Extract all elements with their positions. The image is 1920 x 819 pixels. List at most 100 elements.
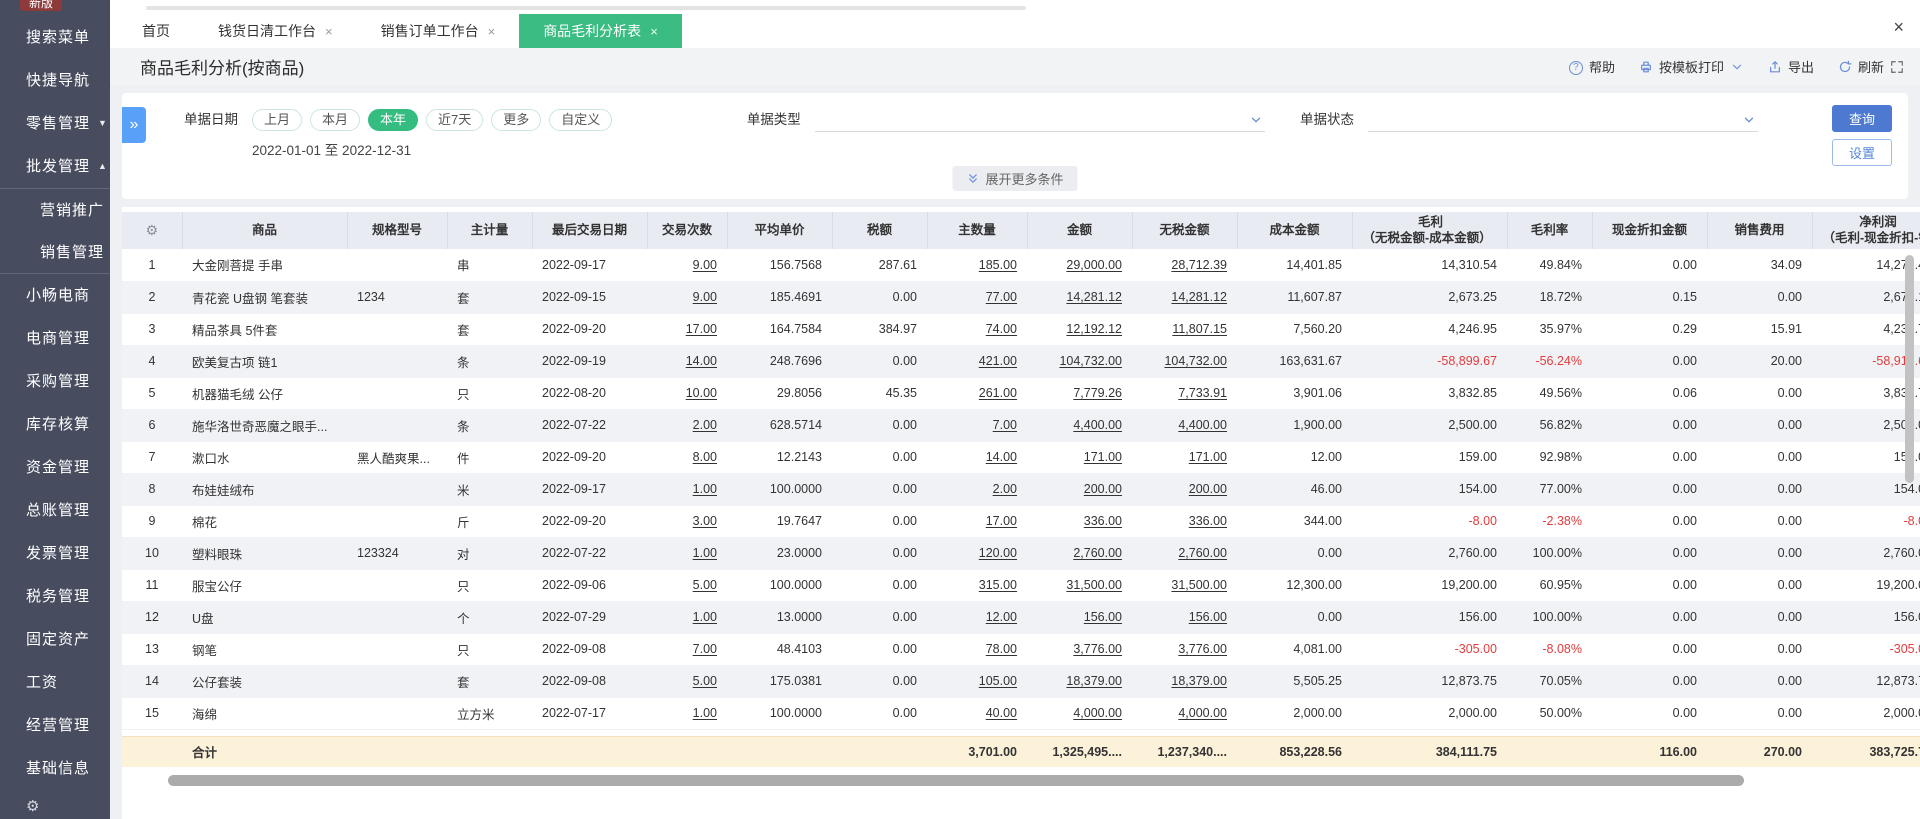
drilldown-link[interactable]: 315.00 [978, 578, 1017, 592]
expand-more-conditions-button[interactable]: 展开更多条件 [952, 166, 1078, 191]
drilldown-link[interactable]: 104,732.00 [1059, 354, 1122, 368]
collapse-filter-button[interactable]: » [122, 107, 146, 143]
drilldown-link[interactable]: 156.00 [1188, 610, 1227, 624]
sidebar-item-4[interactable]: 批发管理 ▲ [0, 145, 110, 188]
drilldown-link[interactable]: 3,776.00 [1178, 642, 1227, 656]
drilldown-link[interactable]: 7.00 [692, 642, 717, 656]
drilldown-link[interactable]: 77.00 [985, 290, 1017, 304]
drilldown-link[interactable]: 336.00 [1188, 514, 1227, 528]
type-select[interactable] [814, 108, 1265, 132]
tab-close-icon[interactable]: × [650, 23, 658, 39]
drilldown-link[interactable]: 7,733.91 [1178, 386, 1227, 400]
drilldown-link[interactable]: 7.00 [992, 418, 1017, 432]
drilldown-link[interactable]: 421.00 [978, 354, 1017, 368]
drilldown-link[interactable]: 200.00 [1083, 482, 1122, 496]
date-pill[interactable]: 近7天 [426, 109, 484, 131]
date-range-value[interactable]: 2022-01-01 至 2022-12-31 [252, 143, 412, 158]
fullscreen-icon[interactable] [1890, 60, 1904, 74]
refresh-button[interactable]: 刷新 [1838, 57, 1884, 76]
tab-close-icon[interactable]: × [325, 23, 333, 39]
drilldown-link[interactable]: 336.00 [1083, 514, 1122, 528]
drilldown-link[interactable]: 2.00 [992, 482, 1017, 496]
drilldown-link[interactable]: 4,000.00 [1178, 706, 1227, 720]
drilldown-link[interactable]: 261.00 [978, 386, 1017, 400]
drilldown-link[interactable]: 171.00 [1188, 450, 1227, 464]
sidebar-gear-icon[interactable]: ⚙ [26, 798, 40, 815]
vertical-scrollbar[interactable] [1905, 255, 1914, 483]
drilldown-link[interactable]: 14,281.12 [1171, 290, 1227, 304]
sidebar-item-7[interactable]: 小畅电商 [0, 274, 110, 317]
close-icon[interactable]: × [1893, 17, 1904, 37]
sidebar-item-10[interactable]: 库存核算 [0, 403, 110, 446]
drilldown-link[interactable]: 78.00 [985, 642, 1017, 656]
drilldown-link[interactable]: 5.00 [692, 578, 717, 592]
sidebar-item-11[interactable]: 资金管理 [0, 446, 110, 489]
tab-close-icon[interactable]: × [487, 23, 496, 39]
date-pill[interactable]: 本年 [368, 109, 419, 131]
drilldown-link[interactable]: 9.00 [692, 257, 717, 272]
drilldown-link[interactable]: 40.00 [985, 706, 1017, 720]
sidebar-item-13[interactable]: 发票管理 [0, 532, 110, 575]
sidebar-item-17[interactable]: 经营管理 [0, 704, 110, 747]
drilldown-link[interactable]: 12,192.12 [1066, 322, 1122, 336]
drilldown-link[interactable]: 28,712.39 [1171, 257, 1227, 272]
sidebar-item-9[interactable]: 采购管理 [0, 360, 110, 403]
drilldown-link[interactable]: 4,400.00 [1178, 418, 1227, 432]
drilldown-link[interactable]: 1.00 [692, 546, 717, 560]
drilldown-link[interactable]: 12.00 [985, 610, 1017, 624]
horizontal-scrollbar[interactable] [168, 775, 1744, 786]
tab-3[interactable]: 销售订单工作台 × [357, 14, 520, 48]
date-pill[interactable]: 自定义 [549, 109, 613, 131]
drilldown-link[interactable]: 4,000.00 [1073, 706, 1122, 720]
drilldown-link[interactable]: 29,000.00 [1066, 257, 1122, 272]
drilldown-link[interactable]: 2,760.00 [1073, 546, 1122, 560]
drilldown-link[interactable]: 3,776.00 [1073, 642, 1122, 656]
sidebar-item-14[interactable]: 税务管理 [0, 575, 110, 618]
drilldown-link[interactable]: 8.00 [692, 450, 717, 464]
drilldown-link[interactable]: 1.00 [692, 610, 717, 624]
drilldown-link[interactable]: 1.00 [692, 482, 717, 496]
help-button[interactable]: ? 帮助 [1568, 57, 1615, 76]
tab-scrollbar[interactable] [146, 6, 1026, 10]
drilldown-link[interactable]: 10.00 [685, 386, 717, 400]
drilldown-link[interactable]: 3.00 [692, 514, 717, 528]
drilldown-link[interactable]: 14.00 [985, 450, 1017, 464]
date-pill[interactable]: 本月 [310, 109, 361, 131]
tab-4[interactable]: 商品毛利分析表 × [519, 14, 682, 48]
sidebar-item-6[interactable]: 销售管理 [0, 231, 110, 274]
drilldown-link[interactable]: 5.00 [692, 674, 717, 688]
drilldown-link[interactable]: 7,779.26 [1073, 386, 1122, 400]
tab-1[interactable]: 首页 [118, 14, 194, 48]
drilldown-link[interactable]: 2.00 [692, 418, 717, 432]
printer-button[interactable]: 按模板打印 [1639, 57, 1744, 76]
drilldown-link[interactable]: 105.00 [978, 674, 1017, 688]
drilldown-link[interactable]: 200.00 [1188, 482, 1227, 496]
sidebar-item-16[interactable]: 工资 [0, 661, 110, 704]
sidebar-item-2[interactable]: 快捷导航 [0, 59, 110, 102]
sidebar-item-3[interactable]: 零售管理 ▼ [0, 102, 110, 145]
sidebar-item-18[interactable]: 基础信息 [0, 747, 110, 790]
sidebar-item-12[interactable]: 总账管理 [0, 489, 110, 532]
drilldown-link[interactable]: 17.00 [985, 514, 1017, 528]
search-button[interactable]: 查询 [1832, 105, 1892, 132]
drilldown-link[interactable]: 120.00 [978, 546, 1017, 560]
drilldown-link[interactable]: 14.00 [685, 354, 717, 368]
drilldown-link[interactable]: 171.00 [1083, 450, 1122, 464]
drilldown-link[interactable]: 18,379.00 [1171, 674, 1227, 688]
drilldown-link[interactable]: 104,732.00 [1164, 354, 1227, 368]
drilldown-link[interactable]: 18,379.00 [1066, 674, 1122, 688]
drilldown-link[interactable]: 31,500.00 [1066, 578, 1122, 592]
drilldown-link[interactable]: 11,807.15 [1172, 322, 1227, 336]
sidebar-item-5[interactable]: 营销推广 [0, 188, 110, 231]
date-pill[interactable]: 更多 [491, 109, 542, 131]
drilldown-link[interactable]: 4,400.00 [1073, 418, 1122, 432]
drilldown-link[interactable]: 17.00 [685, 322, 717, 336]
sidebar-item-8[interactable]: 电商管理 [0, 317, 110, 360]
sidebar-item-15[interactable]: 固定资产 [0, 618, 110, 661]
drilldown-link[interactable]: 31,500.00 [1171, 578, 1227, 592]
drilldown-link[interactable]: 156.00 [1083, 610, 1122, 624]
drilldown-link[interactable]: 9.00 [692, 290, 717, 304]
status-select[interactable] [1368, 108, 1758, 132]
drilldown-link[interactable]: 2,760.00 [1178, 546, 1227, 560]
drilldown-link[interactable]: 14,281.12 [1066, 290, 1122, 304]
